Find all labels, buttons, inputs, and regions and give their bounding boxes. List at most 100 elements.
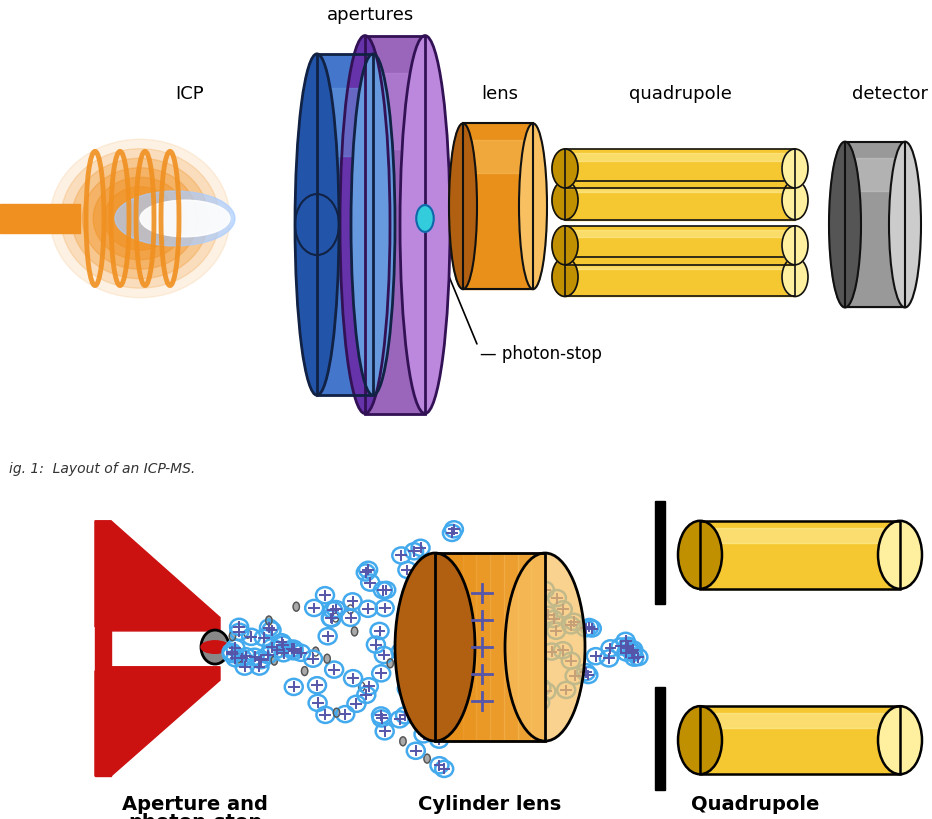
Bar (565, 258, 795, 297)
Ellipse shape (782, 182, 808, 220)
Ellipse shape (782, 227, 808, 265)
Circle shape (459, 637, 476, 654)
Circle shape (325, 662, 343, 678)
Circle shape (458, 655, 475, 672)
Circle shape (577, 621, 595, 636)
Circle shape (242, 629, 260, 645)
Circle shape (408, 658, 426, 673)
Circle shape (547, 623, 565, 639)
Circle shape (405, 544, 423, 559)
Ellipse shape (552, 258, 578, 297)
Bar (845, 143, 905, 308)
Circle shape (459, 646, 477, 663)
Circle shape (377, 582, 395, 598)
Ellipse shape (351, 55, 395, 396)
Circle shape (372, 708, 390, 724)
Ellipse shape (552, 227, 578, 265)
Circle shape (376, 600, 393, 617)
Ellipse shape (235, 654, 241, 663)
Ellipse shape (301, 667, 308, 676)
Bar (517, 554, 531, 741)
Bar (317, 55, 373, 396)
Text: Quadrupole: Quadrupole (691, 794, 819, 813)
Bar (365, 37, 425, 414)
Circle shape (236, 658, 254, 675)
Circle shape (601, 640, 620, 657)
Bar (476, 554, 490, 741)
Ellipse shape (678, 706, 722, 774)
Bar (365, 37, 425, 414)
Bar (435, 554, 545, 741)
Circle shape (459, 608, 476, 624)
Circle shape (374, 582, 392, 599)
Ellipse shape (333, 613, 338, 622)
Circle shape (230, 624, 248, 640)
Circle shape (565, 614, 582, 630)
Text: quadrupole: quadrupole (628, 85, 732, 103)
Bar (700, 706, 900, 774)
Bar (95, 521, 111, 776)
Ellipse shape (889, 143, 921, 308)
Circle shape (344, 670, 362, 686)
Circle shape (430, 731, 448, 748)
Ellipse shape (415, 613, 421, 622)
Circle shape (554, 642, 572, 658)
Circle shape (373, 711, 391, 726)
Ellipse shape (829, 143, 861, 308)
Bar (655, 687, 665, 790)
Bar (463, 124, 533, 290)
Circle shape (629, 649, 648, 665)
Bar (700, 706, 900, 774)
Circle shape (396, 708, 414, 723)
Circle shape (415, 726, 432, 743)
Bar (490, 554, 504, 741)
Ellipse shape (351, 627, 358, 636)
Circle shape (532, 680, 551, 695)
Bar (531, 554, 545, 741)
Circle shape (367, 637, 385, 653)
Bar (0, 205, 80, 233)
Circle shape (237, 649, 255, 664)
Ellipse shape (449, 124, 477, 290)
Ellipse shape (334, 708, 339, 717)
Circle shape (398, 681, 416, 697)
Circle shape (539, 607, 557, 623)
Ellipse shape (93, 178, 186, 260)
Ellipse shape (295, 195, 339, 256)
Bar (565, 227, 795, 265)
Bar (565, 182, 795, 220)
Bar (317, 55, 373, 396)
Circle shape (251, 658, 268, 675)
Bar (504, 554, 517, 741)
Circle shape (305, 600, 323, 616)
Ellipse shape (359, 682, 364, 691)
Circle shape (410, 582, 428, 598)
Circle shape (557, 682, 575, 698)
Polygon shape (95, 667, 220, 776)
Circle shape (416, 648, 434, 663)
Circle shape (455, 689, 473, 705)
Circle shape (274, 636, 292, 653)
Circle shape (468, 660, 486, 676)
Ellipse shape (505, 554, 585, 741)
Bar (565, 150, 795, 188)
Circle shape (360, 678, 377, 695)
Circle shape (425, 599, 443, 615)
Bar (463, 141, 533, 174)
Circle shape (304, 651, 322, 667)
Ellipse shape (294, 603, 299, 612)
Circle shape (254, 630, 273, 646)
Ellipse shape (340, 37, 390, 414)
Circle shape (544, 611, 563, 627)
Circle shape (554, 601, 571, 618)
Circle shape (461, 654, 480, 670)
Circle shape (624, 645, 642, 661)
Circle shape (471, 617, 488, 632)
Circle shape (459, 623, 477, 640)
Ellipse shape (424, 754, 431, 763)
Circle shape (416, 718, 433, 734)
Circle shape (327, 601, 345, 618)
Circle shape (619, 640, 637, 657)
Bar (448, 554, 462, 741)
Bar (700, 521, 900, 589)
